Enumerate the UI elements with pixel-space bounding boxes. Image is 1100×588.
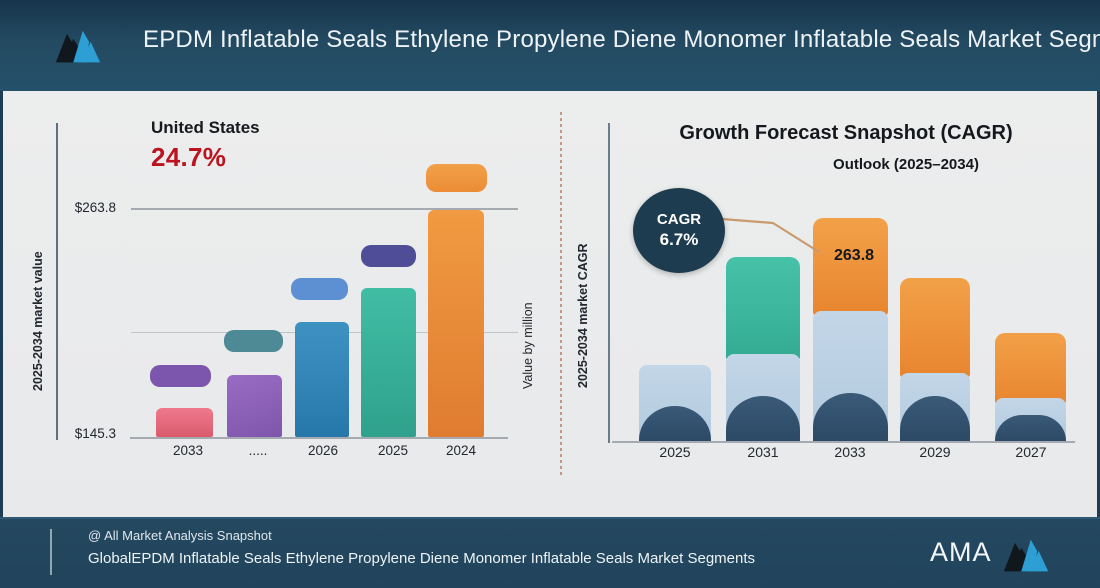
left-chart-y-axis <box>56 123 58 440</box>
left-gridline-top <box>131 208 518 210</box>
left-x-label-3: 2025 <box>377 443 409 458</box>
left-tick-top: $263.8 <box>74 200 116 215</box>
left-chart-highlight-value: 24.7% <box>151 142 227 172</box>
right-x-label-3: 2029 <box>919 444 951 460</box>
left-bar-cap-2024 <box>426 164 487 192</box>
stack-2033-base <box>813 393 888 441</box>
bar-value-callout: 263.8 <box>834 247 875 264</box>
right-chart-title: Growth Forecast Snapshot (CAGR) <box>679 122 1013 144</box>
cagr-badge-label: CAGR <box>656 210 702 228</box>
main-panel: United States 24.7% 2025-2034 market val… <box>0 91 1100 517</box>
page-title: EPDM Inflatable Seals Ethylene Propylene… <box>143 26 1100 53</box>
stack-2031-top <box>726 257 800 361</box>
left-bar-dots <box>227 375 282 437</box>
right-x-label-1: 2031 <box>747 444 779 460</box>
right-x-label-0: 2025 <box>659 444 691 460</box>
right-chart-y-axis <box>608 123 610 443</box>
left-tick-bottom: $145.3 <box>74 426 116 441</box>
stack-2033-top <box>813 218 888 316</box>
left-bar-cap-2025 <box>361 245 416 267</box>
stack-2027-top <box>995 333 1066 405</box>
left-bar-2033 <box>156 408 213 437</box>
ama-logo-icon <box>55 30 101 63</box>
stack-2029-top <box>900 278 970 378</box>
cagr-badge: CAGR 6.7% <box>633 188 725 273</box>
left-bar-cap-2033 <box>150 365 211 387</box>
right-x-label-2: 2033 <box>834 444 866 460</box>
header-bar: EPDM Inflatable Seals Ethylene Propylene… <box>0 0 1100 93</box>
footer-ama-logo-icon <box>1003 539 1049 572</box>
left-bar-2025 <box>361 288 416 437</box>
right-x-label-4: 2027 <box>1015 444 1047 460</box>
right-chart-subtitle: Outlook (2025–2034) <box>833 156 979 173</box>
left-x-label-1: ..... <box>248 443 268 458</box>
panel-divider <box>560 112 562 477</box>
left-bar-2026 <box>295 322 349 437</box>
footer-separator <box>50 529 52 575</box>
footer-brand-text: AMA <box>930 537 992 567</box>
cagr-badge-value: 6.7% <box>659 230 699 250</box>
left-bar-2024 <box>428 210 484 437</box>
left-x-label-2: 2026 <box>307 443 339 458</box>
left-bar-cap-dots <box>224 330 283 352</box>
left-chart-baseline <box>130 437 508 439</box>
left-x-label-0: 2033 <box>172 443 204 458</box>
right-chart-baseline <box>612 441 1075 443</box>
footer-credit: @ All Market Analysis Snapshot <box>88 528 272 543</box>
cagr-connector-line <box>721 217 820 253</box>
footer-title: GlobalEPDM Inflatable Seals Ethylene Pro… <box>88 550 756 567</box>
left-bar-cap-2026 <box>291 278 348 300</box>
left-chart-region-title: United States <box>151 118 260 137</box>
footer-bar: @ All Market Analysis Snapshot GlobalEPD… <box>0 517 1100 588</box>
left-x-label-4: 2024 <box>445 443 477 458</box>
stack-2027-base <box>995 415 1066 441</box>
